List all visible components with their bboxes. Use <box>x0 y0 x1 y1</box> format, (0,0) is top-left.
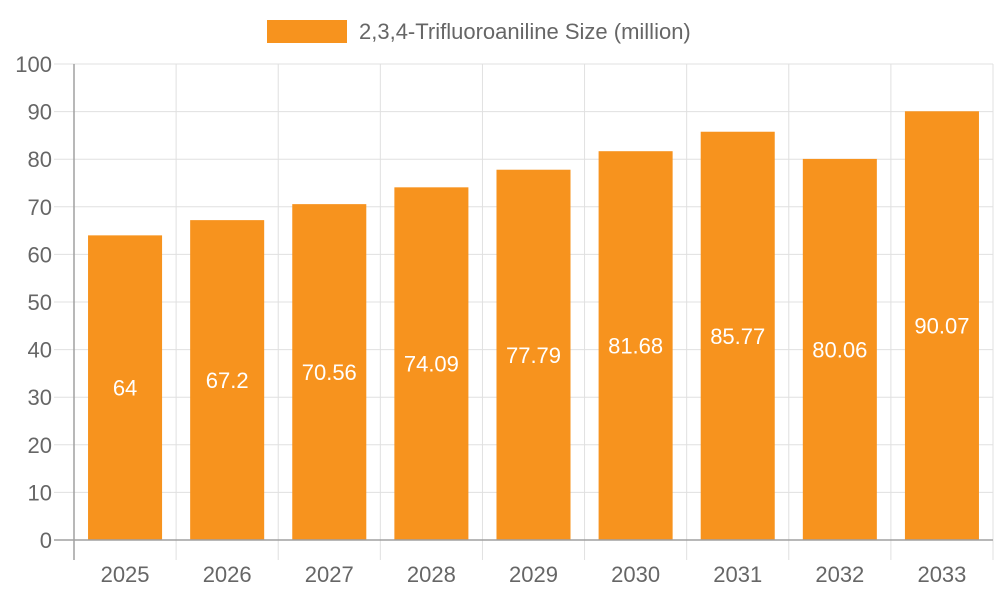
bar <box>292 204 367 540</box>
data-label: 64 <box>113 376 137 401</box>
y-tick-label: 70 <box>28 195 52 220</box>
x-tick-label: 2032 <box>815 562 864 587</box>
data-label: 67.2 <box>206 368 249 393</box>
legend[interactable]: 2,3,4-Trifluoroaniline Size (million) <box>267 19 691 44</box>
y-tick-label: 30 <box>28 385 52 410</box>
x-tick-label: 2029 <box>509 562 558 587</box>
legend-swatch <box>267 20 347 43</box>
data-label: 80.06 <box>812 337 867 362</box>
data-label: 85.77 <box>710 324 765 349</box>
y-tick-label: 20 <box>28 433 52 458</box>
y-tick-label: 0 <box>40 528 52 553</box>
y-tick-label: 10 <box>28 480 52 505</box>
y-tick-label: 100 <box>15 52 52 77</box>
data-label: 70.56 <box>302 360 357 385</box>
bar <box>394 187 469 540</box>
bar <box>700 131 775 540</box>
y-tick-label: 60 <box>28 242 52 267</box>
x-tick-label: 2026 <box>203 562 252 587</box>
bar <box>598 151 673 541</box>
data-label: 74.09 <box>404 352 459 377</box>
y-tick-label: 90 <box>28 100 52 125</box>
x-tick-label: 2030 <box>611 562 660 587</box>
x-tick-label: 2028 <box>407 562 456 587</box>
x-tick-label: 2027 <box>305 562 354 587</box>
y-tick-label: 40 <box>28 338 52 363</box>
legend-label: 2,3,4-Trifluoroaniline Size (million) <box>359 19 691 44</box>
bar <box>496 169 571 540</box>
bar <box>88 235 163 541</box>
data-label: 81.68 <box>608 334 663 359</box>
y-tick-label: 50 <box>28 290 52 315</box>
bar <box>904 111 979 541</box>
y-tick-label: 80 <box>28 147 52 172</box>
x-tick-label: 2033 <box>917 562 966 587</box>
data-label: 90.07 <box>914 314 969 339</box>
data-label: 77.79 <box>506 343 561 368</box>
bar <box>190 220 265 541</box>
x-tick-label: 2031 <box>713 562 762 587</box>
x-tick-label: 2025 <box>101 562 150 587</box>
bar <box>802 158 877 540</box>
